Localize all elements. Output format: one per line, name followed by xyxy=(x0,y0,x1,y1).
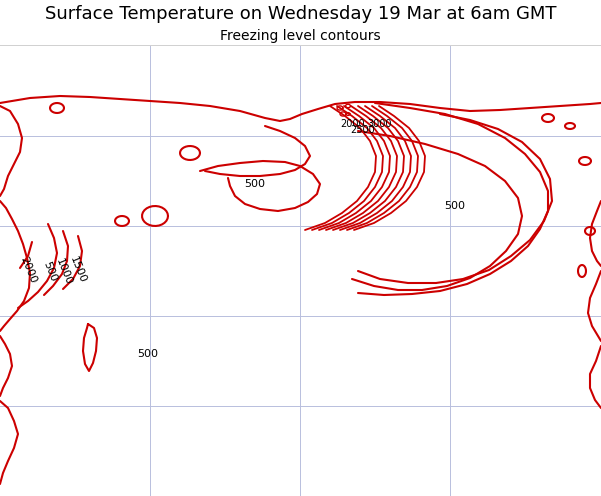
Text: 500: 500 xyxy=(445,201,466,211)
Text: Surface Temperature on Wednesday 19 Mar at 6am GMT: Surface Temperature on Wednesday 19 Mar … xyxy=(44,5,557,23)
Text: 1000: 1000 xyxy=(54,257,74,287)
Text: 3000: 3000 xyxy=(368,119,392,129)
Text: 2000: 2000 xyxy=(341,119,365,129)
Text: Freezing level contours: Freezing level contours xyxy=(220,29,381,43)
Text: 500: 500 xyxy=(41,260,58,284)
Text: 500: 500 xyxy=(138,349,159,359)
Text: 1500: 1500 xyxy=(68,255,88,285)
Text: 500: 500 xyxy=(245,179,266,189)
Text: 2500: 2500 xyxy=(350,125,376,135)
Text: 2000: 2000 xyxy=(18,255,38,285)
